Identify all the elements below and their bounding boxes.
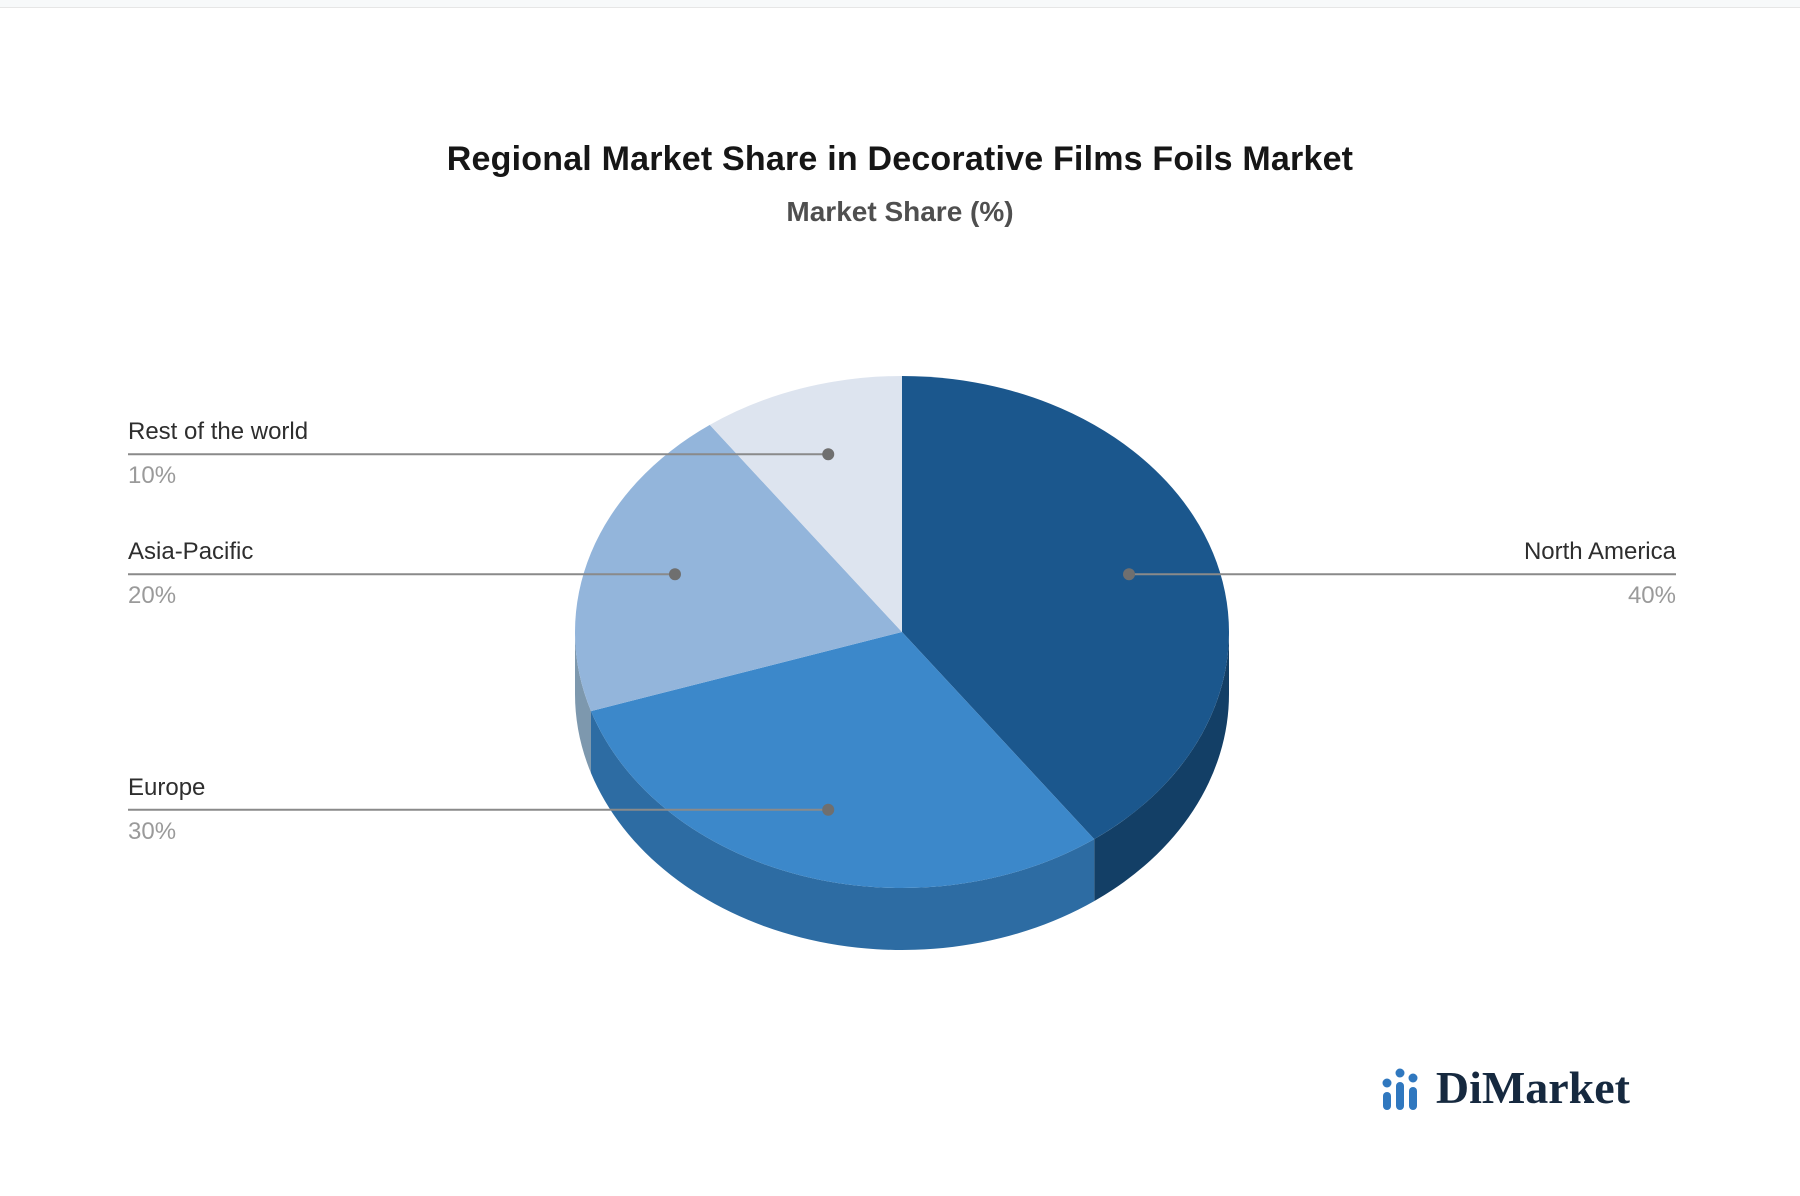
page-title: Regional Market Share in Decorative Film…	[446, 140, 1354, 178]
slice-value: 40%	[1627, 582, 1676, 610]
label-connector-dot-europe	[822, 803, 835, 816]
label-connector-dot-north-america	[1123, 568, 1136, 581]
label-connector-dot-rest-of-the-world	[822, 448, 835, 461]
pie-slice-rest-of-the-world	[709, 376, 902, 632]
pie-label-rest-of-the-world: Rest of the world 10%	[128, 418, 308, 490]
slice-name: Rest of the world	[128, 418, 309, 446]
pie-label-europe: Europe 30%	[128, 774, 205, 846]
pie-label-asia-pacific: Asia-Pacific 20%	[128, 538, 253, 610]
slice-name: Europe	[128, 773, 206, 801]
brand-logo: DiMarket	[1382, 1064, 1630, 1112]
pie-slice-europe	[591, 632, 1095, 888]
pie-slice-asia-pacific	[575, 424, 902, 712]
bar-chart-dots-icon	[1382, 1068, 1418, 1110]
slice-value: 20%	[128, 582, 177, 610]
pie-slice-north-america	[902, 376, 1229, 840]
chart-subtitle: Market Share (%)	[786, 196, 1014, 227]
slice-value: 30%	[128, 817, 177, 845]
pie-slice-side-asia-pacific	[575, 632, 592, 774]
slice-value: 10%	[128, 462, 177, 490]
pie-slice-side-europe	[591, 711, 1095, 951]
pie-label-north-america: North America 40%	[1524, 538, 1676, 610]
slice-name: Asia-Pacific	[128, 538, 254, 566]
top-strip	[0, 0, 1800, 8]
brand-logo-text: DiMarket	[1435, 1062, 1630, 1113]
label-connector-dot-asia-pacific	[668, 568, 681, 581]
pie-slice-side-north-america	[1094, 632, 1229, 902]
slice-name: North America	[1523, 538, 1676, 566]
